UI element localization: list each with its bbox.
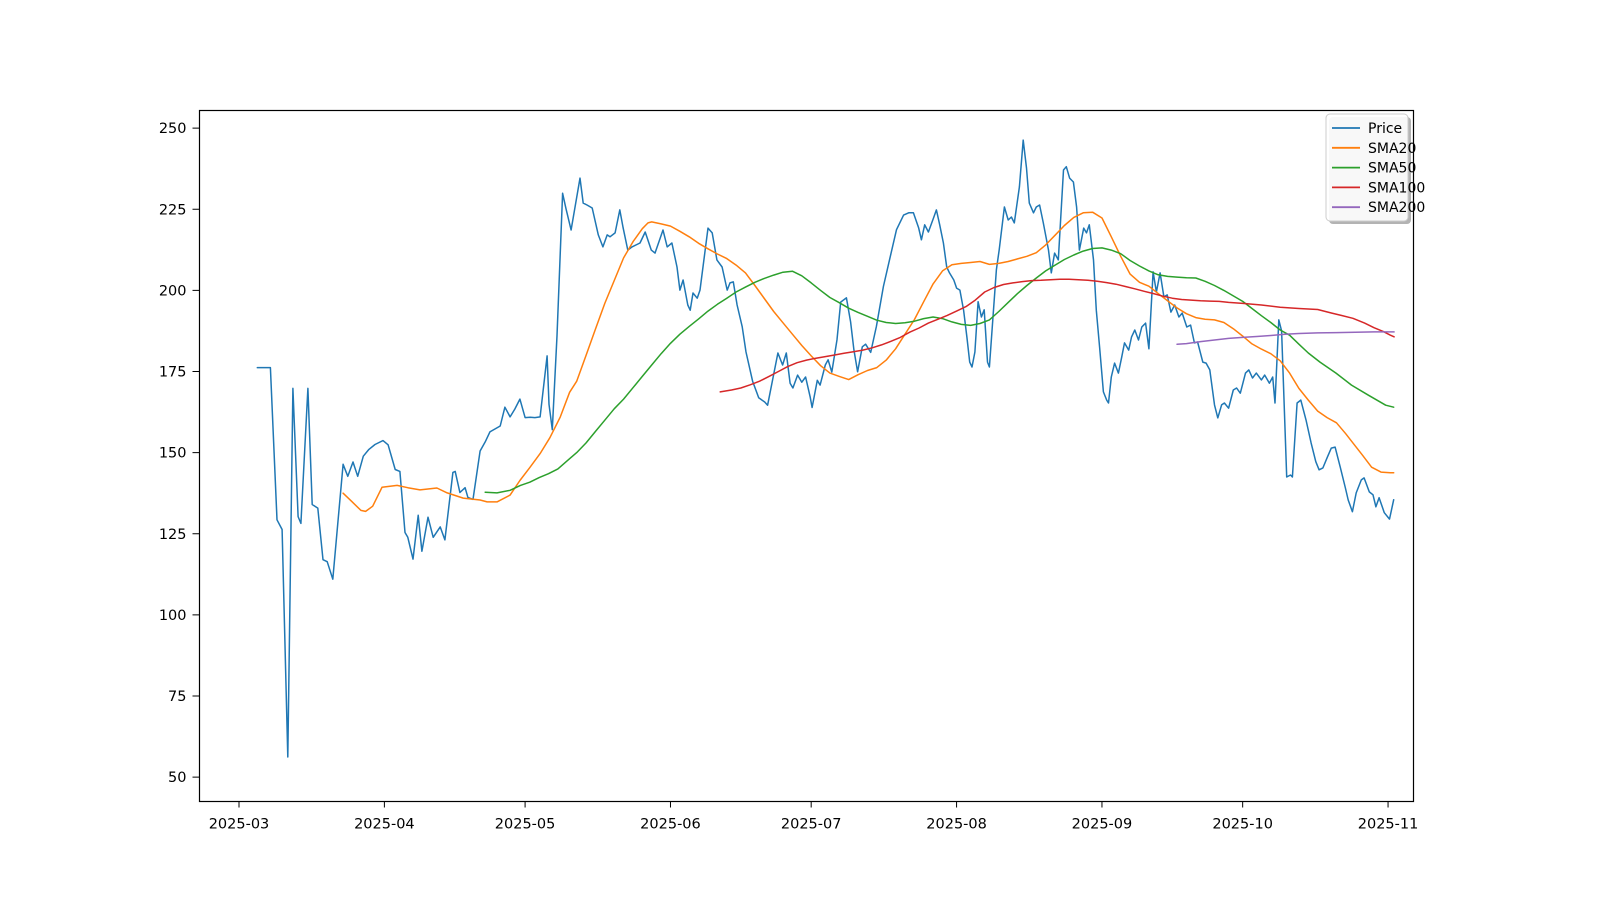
legend-box: [1325, 113, 1409, 222]
sma100-line: [719, 278, 1395, 393]
sma20-line: [342, 211, 1395, 513]
y-tick-label: 75: [168, 689, 186, 705]
price-line: [256, 139, 1395, 758]
x-tick-label: 2025-06: [640, 817, 701, 833]
legend-label-sma200: SMA200: [1368, 200, 1425, 216]
x-tick-label: 2025-04: [354, 817, 415, 833]
x-tick-label: 2025-11: [1358, 817, 1419, 833]
x-tick-label: 2025-08: [926, 817, 987, 833]
y-tick-label: 200: [159, 283, 187, 299]
y-tick-label: 250: [159, 121, 187, 137]
y-tick-label: 50: [168, 770, 186, 786]
x-tick-label: 2025-09: [1072, 817, 1133, 833]
legend-label-price: Price: [1368, 121, 1402, 137]
legend: Price SMA20 SMA50 SMA100 SMA200: [1325, 113, 1425, 224]
y-tick-label: 175: [159, 365, 187, 381]
legend-label-sma100: SMA100: [1368, 180, 1425, 196]
plot-area: [199, 110, 1414, 802]
y-tick-label: 150: [159, 446, 187, 462]
sma50-line: [484, 247, 1395, 494]
x-tick-label: 2025-10: [1212, 817, 1273, 833]
y-tick-label: 125: [159, 527, 187, 543]
y-axis: 50 75 100 125 150 175 200 225 250: [159, 121, 200, 786]
plot-frame: [198, 109, 1415, 803]
y-tick-label: 100: [159, 608, 187, 624]
x-tick-label: 2025-07: [781, 817, 842, 833]
y-tick-label: 225: [159, 202, 187, 218]
sma200-line: [1176, 331, 1395, 345]
x-tick-label: 2025-03: [209, 817, 270, 833]
x-tick-label: 2025-05: [495, 817, 556, 833]
legend-label-sma20: SMA20: [1368, 141, 1416, 157]
x-axis: 2025-03 2025-04 2025-05 2025-06 2025-07 2025-…: [209, 801, 1419, 833]
legend-label-sma50: SMA50: [1368, 161, 1416, 177]
